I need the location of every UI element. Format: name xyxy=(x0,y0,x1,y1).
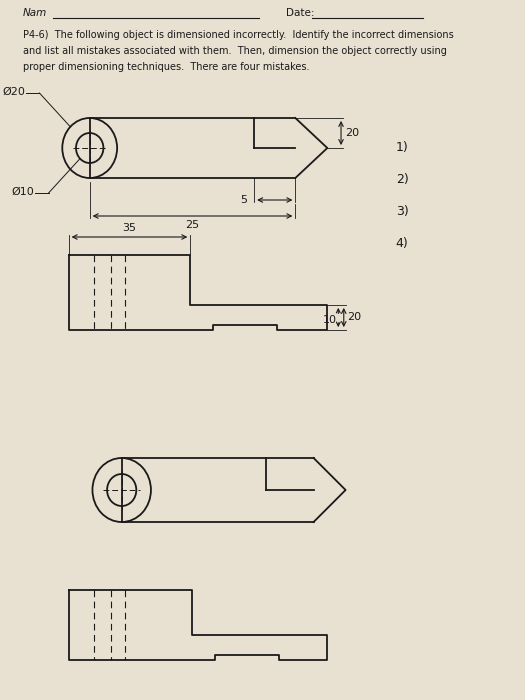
Text: Ø20: Ø20 xyxy=(2,87,25,97)
Text: Ø10: Ø10 xyxy=(11,187,34,197)
Text: P4-6)  The following object is dimensioned incorrectly.  Identify the incorrect : P4-6) The following object is dimensione… xyxy=(23,30,454,40)
Text: 20: 20 xyxy=(345,128,359,138)
Text: 1): 1) xyxy=(396,141,408,155)
Text: 10: 10 xyxy=(322,315,337,325)
Text: 2): 2) xyxy=(396,174,408,186)
Text: Date:: Date: xyxy=(286,8,314,18)
Text: 20: 20 xyxy=(348,312,362,323)
Text: 5: 5 xyxy=(240,195,247,205)
Text: 4): 4) xyxy=(396,237,408,251)
Text: 25: 25 xyxy=(185,220,200,230)
Text: Nam: Nam xyxy=(23,8,47,18)
Text: 3): 3) xyxy=(396,206,408,218)
Text: and list all mistakes associated with them.  Then, dimension the object correctl: and list all mistakes associated with th… xyxy=(23,46,447,56)
Text: proper dimensioning techniques.  There are four mistakes.: proper dimensioning techniques. There ar… xyxy=(23,62,310,72)
Text: 35: 35 xyxy=(122,223,136,233)
